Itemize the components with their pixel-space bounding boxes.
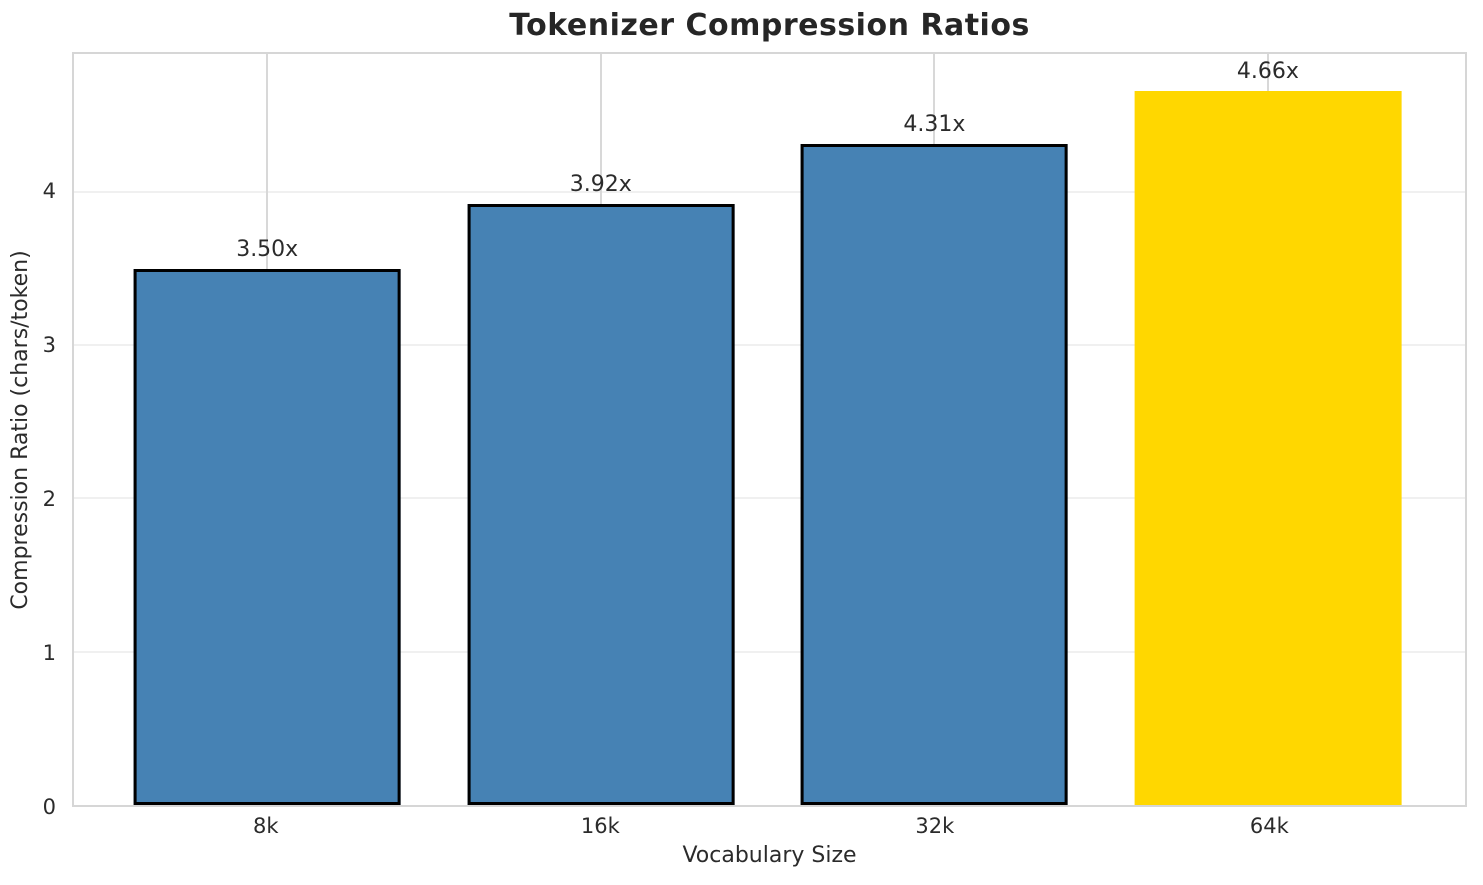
chart-title: Tokenizer Compression Ratios [509,8,1030,43]
bar [800,144,1068,805]
y-tick-label: 0 [42,795,56,819]
grid-line-horizontal [74,650,1465,653]
x-tick-label: 8k [252,814,279,838]
x-tick-label: 32k [915,814,955,838]
x-tick-label: 64k [1249,814,1289,838]
bar-value-label: 3.92x [569,172,632,198]
y-tick-label: 3 [42,332,56,357]
y-tick-label: 2 [42,486,56,511]
grid-line-horizontal [74,497,1465,500]
bar [467,204,735,805]
y-tick-label: 4 [42,178,56,203]
x-axis-label: Vocabulary Size [682,843,857,868]
grid-line-horizontal [74,344,1465,347]
y-tick-label: 1 [42,640,56,665]
bar-value-label: 4.31x [903,112,966,138]
bar-value-label: 4.66x [1236,58,1299,84]
bar [1134,90,1402,805]
x-tick-label: 16k [580,814,620,838]
grid-line-horizontal [74,190,1465,193]
y-axis-label: Compression Ratio (chars/token) [8,250,33,610]
bar [133,268,401,805]
plot-area: 3.50x 3.92x 4.31x 4.66x [72,52,1467,807]
bar-value-label: 3.50x [236,236,299,262]
